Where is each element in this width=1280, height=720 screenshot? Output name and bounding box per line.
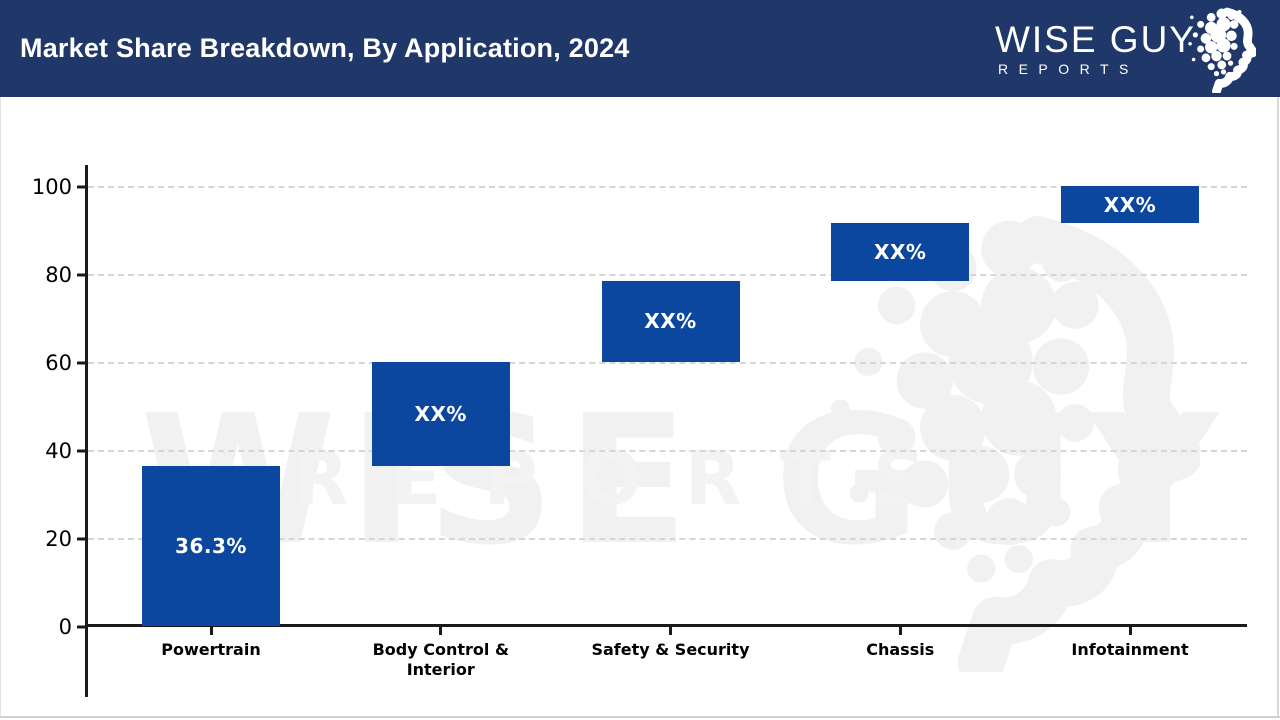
y-tick-label-80: 80 (45, 263, 72, 287)
x-category-label: Infotainment (1071, 640, 1189, 659)
y-tick-label-100: 100 (31, 175, 72, 199)
y-tick-label-0: 0 (58, 615, 72, 639)
chart-title: Market Share Breakdown, By Application, … (20, 33, 630, 63)
bar-value-label: XX% (874, 239, 927, 264)
x-tick-mark (898, 627, 902, 635)
x-axis-spine (85, 624, 1247, 627)
x-category-label: Powertrain (161, 640, 261, 659)
x-category-label: Chassis (866, 640, 935, 659)
y-axis-spine (85, 165, 88, 697)
x-tick-mark (439, 627, 443, 635)
wiseguy-logo: WISE GUY REPORTS (995, 5, 1256, 93)
y-tick-mark-100 (77, 185, 86, 189)
gridline-60 (88, 362, 1247, 364)
dotted-head-icon (1188, 7, 1256, 93)
bar-segment[interactable]: XX% (831, 223, 970, 281)
bar-value-label: XX% (414, 402, 467, 427)
right-rule (1277, 97, 1279, 717)
bar-value-label: XX% (1103, 192, 1157, 217)
bottom-rule (0, 716, 1280, 718)
y-tick-mark-40 (77, 449, 86, 453)
gridline-20 (88, 538, 1247, 540)
bar-segment[interactable]: XX% (601, 280, 740, 362)
chart-area: WISE GUY REPORTS 0 20 40 60 80 100 36.3% Powert… (0, 97, 1280, 720)
bar-segment[interactable]: XX% (1061, 186, 1199, 224)
x-category-label: Body Control & Interior (372, 640, 509, 679)
gridline-80 (88, 274, 1247, 276)
y-tick-label-20: 20 (45, 527, 72, 551)
bar-segment[interactable]: XX% (371, 362, 510, 467)
gridline-100 (88, 186, 1247, 188)
logo-wordmark: WISE GUY (994, 19, 1196, 60)
watermark-head-icon (830, 216, 1200, 672)
y-tick-label-60: 60 (45, 351, 72, 375)
y-tick-mark-60 (77, 361, 86, 365)
logo-text: WISE GUY REPORTS (995, 21, 1196, 76)
gridline-40 (88, 450, 1247, 452)
y-tick-mark-80 (77, 273, 86, 277)
bar-value-label: 36.3% (175, 534, 247, 559)
logo-subtext: REPORTS (997, 61, 1139, 77)
x-category-label: Safety & Security (591, 640, 750, 659)
y-tick-label-40: 40 (45, 439, 72, 463)
y-tick-mark-20 (77, 537, 86, 541)
x-tick-mark (669, 627, 672, 635)
y-tick-mark-0 (77, 625, 86, 629)
left-rule (0, 97, 1, 717)
x-tick-mark (1128, 627, 1132, 635)
x-tick-mark (209, 627, 213, 635)
bar-value-label: XX% (644, 309, 697, 334)
bar-segment[interactable]: 36.3% (142, 466, 280, 626)
header-bar: Market Share Breakdown, By Application, … (0, 0, 1280, 97)
